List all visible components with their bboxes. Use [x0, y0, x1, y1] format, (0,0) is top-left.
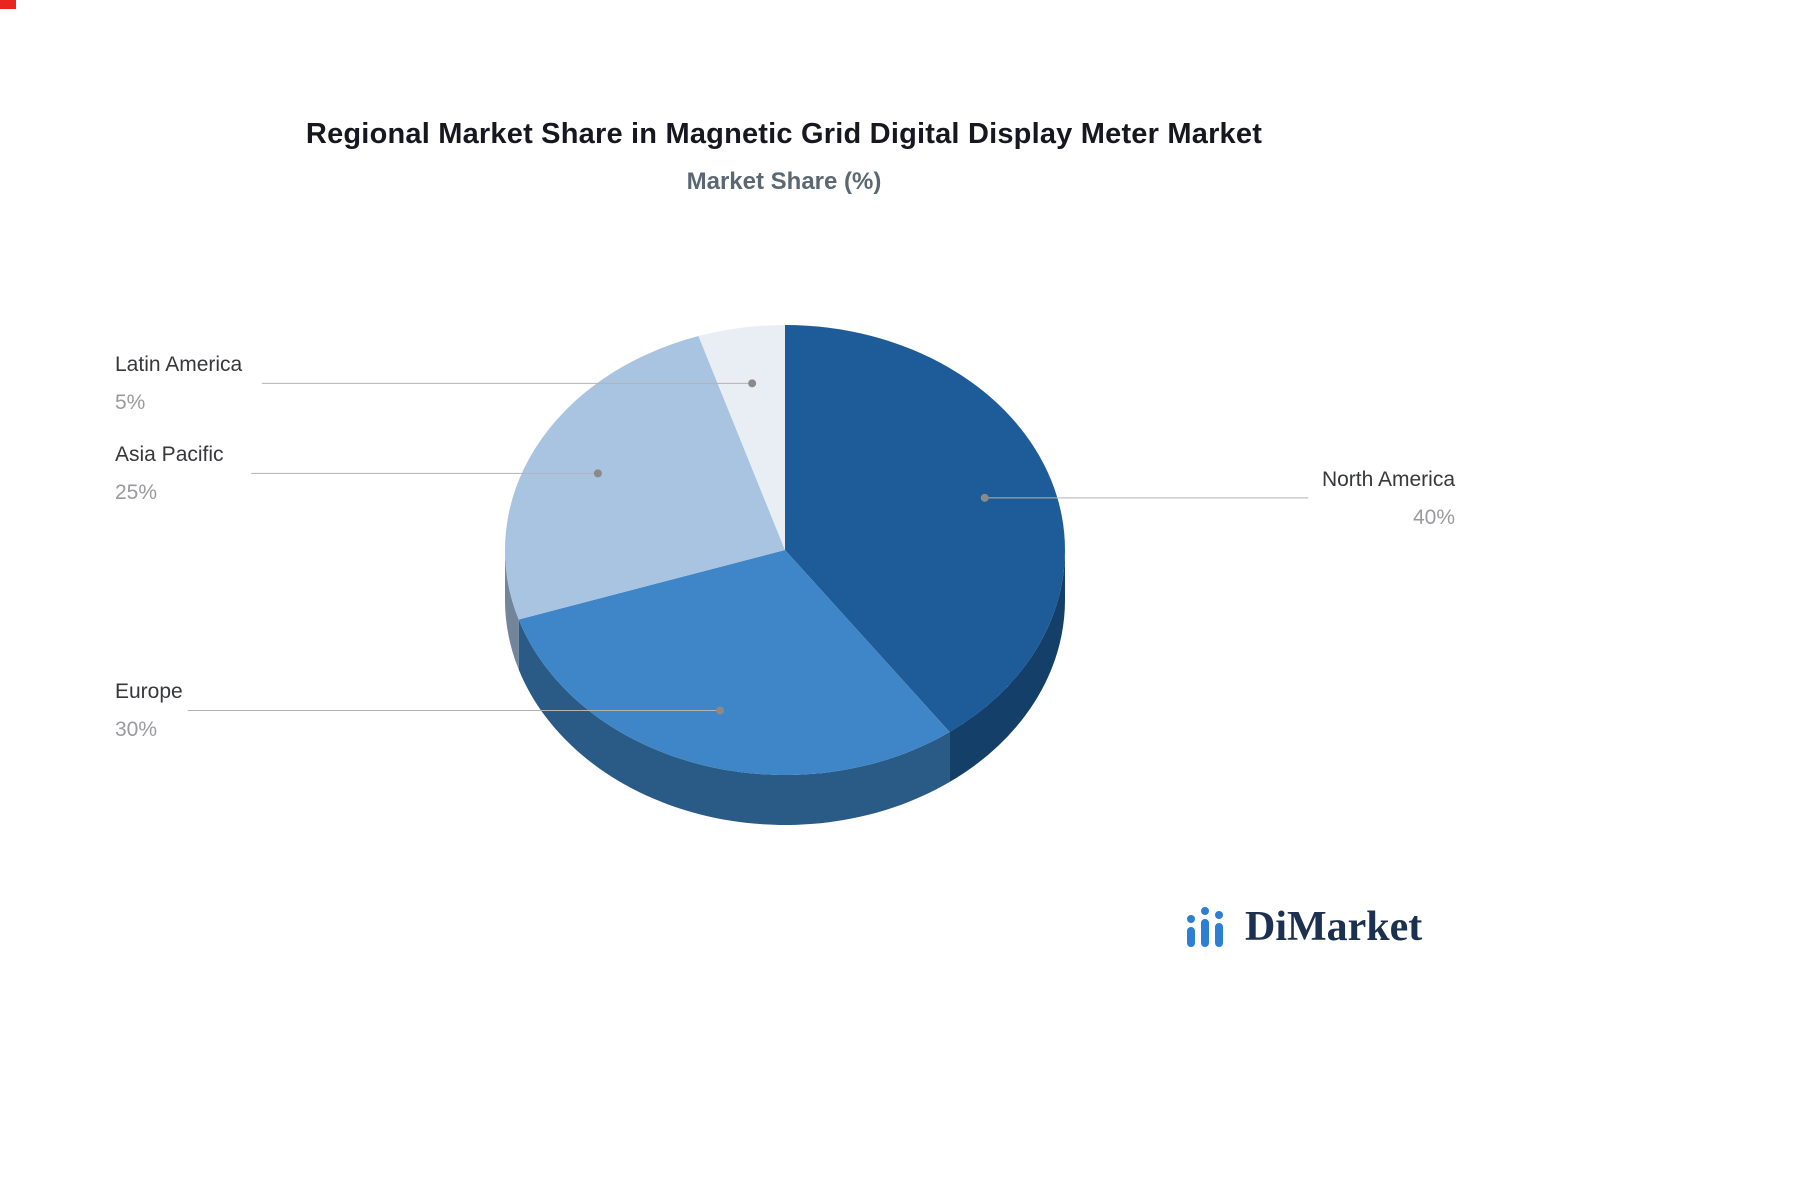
bar-chart-logo-icon — [1187, 907, 1223, 947]
slice-value-europe: 30% — [115, 718, 158, 742]
brand-logo: DiMarket — [1185, 903, 1422, 951]
slice-value-latin-america: 5% — [115, 391, 146, 415]
slice-label-europe: Europe — [115, 680, 183, 704]
pie-slice-latin-america[interactable] — [698, 325, 785, 550]
pie-slice-north-america[interactable] — [785, 325, 1065, 733]
leader-dot-latin-america — [748, 379, 757, 388]
slice-label-north-america: North America — [1321, 467, 1455, 491]
pie-slice-asia-pacific-side — [505, 550, 519, 670]
brand-name: DiMarket — [1245, 904, 1423, 950]
slice-value-north-america: 40% — [1412, 505, 1455, 529]
slice-value-asia-pacific: 25% — [115, 481, 158, 505]
pie-slice-europe[interactable] — [518, 550, 950, 776]
leader-dot-asia-pacific — [593, 469, 602, 478]
pie-slice-north-america-side — [949, 550, 1065, 783]
chart-subtitle: Market Share (%) — [686, 168, 882, 195]
pie-slice-europe-side — [518, 619, 950, 825]
slice-label-asia-pacific: Asia Pacific — [115, 443, 224, 467]
screen-corner-artifact — [0, 0, 16, 9]
leader-dot-north-america — [980, 493, 989, 502]
slice-label-latin-america: Latin America — [115, 353, 243, 377]
chart-title: Regional Market Share in Magnetic Grid D… — [305, 118, 1263, 150]
leader-dot-europe — [716, 706, 725, 715]
pie-slice-asia-pacific[interactable] — [505, 336, 785, 620]
